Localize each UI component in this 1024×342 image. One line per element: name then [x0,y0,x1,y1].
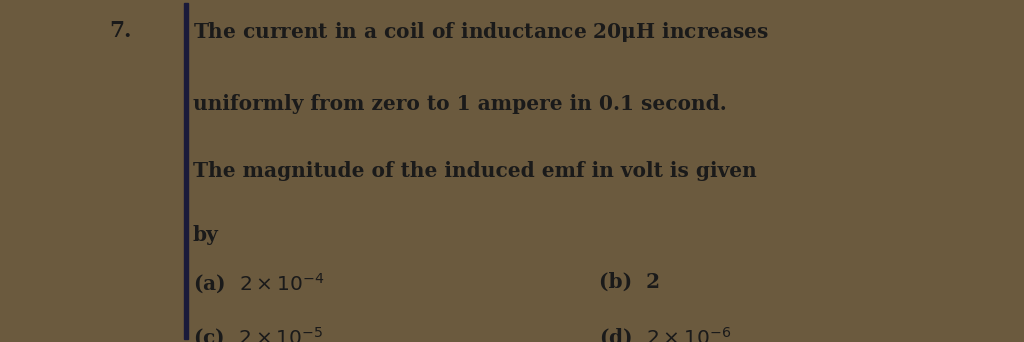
Text: The current in a coil of inductance 20$\mathregular{\mu}$H increases: The current in a coil of inductance 20$\… [193,20,769,44]
Text: The magnitude of the induced emf in volt is given: The magnitude of the induced emf in volt… [193,161,757,181]
Text: (b)  2: (b) 2 [599,272,660,291]
Text: (c)  $2 \times 10^{-5}$: (c) $2 \times 10^{-5}$ [193,325,323,342]
Text: (a)  $2 \times 10^{-4}$: (a) $2 \times 10^{-4}$ [193,272,324,296]
Text: (d)  $2 \times 10^{-6}$: (d) $2 \times 10^{-6}$ [599,325,731,342]
Text: 7.: 7. [110,20,132,42]
Text: uniformly from zero to 1 ampere in 0.1 second.: uniformly from zero to 1 ampere in 0.1 s… [193,94,726,114]
Bar [184,3,187,339]
Text: by: by [193,225,218,245]
